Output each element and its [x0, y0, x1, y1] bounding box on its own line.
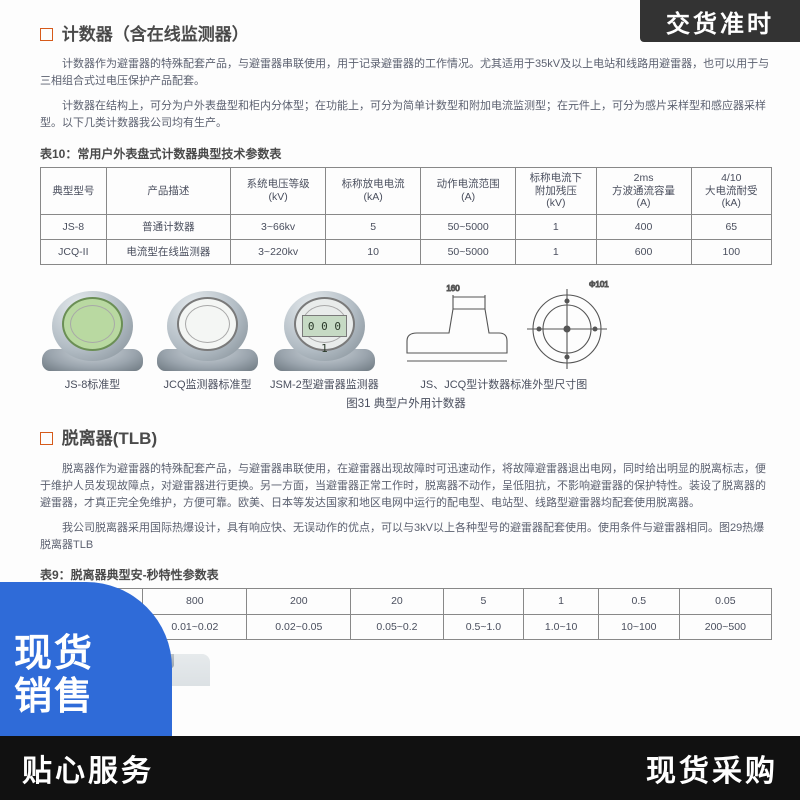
cell: 普通计数器 [106, 214, 230, 239]
bullet-box-icon [40, 28, 53, 41]
figure31-caption: 图31 典型户外用计数器 [40, 396, 772, 414]
cell: 50~5000 [421, 240, 516, 265]
th-endur: 4/10大电流耐受(kA) [691, 168, 771, 215]
cell: 20 [351, 589, 443, 614]
bullet-box-icon [40, 432, 53, 445]
cell: JCQ-II [41, 240, 107, 265]
cell: 600 [596, 240, 691, 265]
cell: 65 [691, 214, 771, 239]
label-jsm2: JSM-2型避雷器监测器 [270, 377, 379, 394]
cell: 10 [326, 240, 421, 265]
cell: 0.5~1.0 [443, 614, 524, 639]
cell: 1 [516, 240, 596, 265]
cell: 1 [516, 214, 596, 239]
cell: 1.0~10 [524, 614, 599, 639]
th-model: 典型型号 [41, 168, 107, 215]
label-jcq: JCQ监测器标准型 [164, 377, 252, 394]
label-diagram: JS、JCQ型计数器标准外型尺寸图 [420, 377, 587, 394]
cell: 800 [143, 589, 247, 614]
footer-bar: 贴心服务 现货采购 [0, 736, 800, 800]
table-row: JCQ-II 电流型在线监测器 3~220kv 10 50~5000 1 600… [41, 240, 772, 265]
cell: 200~500 [679, 614, 771, 639]
cell: 0.02~0.05 [247, 614, 351, 639]
cell: 3~66kv [231, 214, 326, 239]
gauge-jsm2-icon: 0 0 0 1 [272, 285, 377, 375]
section2-para2: 我公司脱离器采用国际热爆设计，具有响应快、无误动作的优点，可以与3kV以上各种型… [40, 520, 772, 554]
section2-title-text: 脱离器(TLB) [62, 429, 157, 448]
th-range: 动作电流范围(A) [421, 168, 516, 215]
cell: 0.05~0.2 [351, 614, 443, 639]
th-disc: 标称放电电流(kA) [326, 168, 421, 215]
cell: 0.05 [679, 589, 771, 614]
cell: 200 [247, 589, 351, 614]
th-resid: 标称电流下附加残压(kV) [516, 168, 596, 215]
section1-para2: 计数器在结构上，可分为户外表盘型和柜内分体型；在功能上，可分为简单计数型和附加电… [40, 98, 772, 132]
table10: 典型型号 产品描述 系统电压等级(kV) 标称放电电流(kA) 动作电流范围(A… [40, 167, 772, 265]
dimension-diagram: 160 Φ101 JS、JCQ型计数器标准外型尺寸 [389, 275, 619, 394]
cell: 1 [524, 589, 599, 614]
cell: 3~220kv [231, 240, 326, 265]
svg-text:160: 160 [446, 284, 460, 293]
cell: 50~5000 [421, 214, 516, 239]
section1-title-text: 计数器（含在线监测器） [62, 25, 249, 44]
product-js8: JS-8标准型 [40, 285, 145, 394]
footer-left: 贴心服务 [22, 746, 154, 790]
footer-right: 现货采购 [646, 746, 778, 790]
table-row: JS-8 普通计数器 3~66kv 5 50~5000 1 400 65 [41, 214, 772, 239]
th-sysv: 系统电压等级(kV) [231, 168, 326, 215]
cell: JS-8 [41, 214, 107, 239]
lcd-readout: 0 0 0 1 [302, 315, 347, 337]
gauge-js8-icon [40, 285, 145, 375]
dimension-diagram-svg: 160 Φ101 [389, 275, 619, 375]
table-header-row: 典型型号 产品描述 系统电压等级(kV) 标称放电电流(kA) 动作电流范围(A… [41, 168, 772, 215]
cell: 0.5 [599, 589, 680, 614]
product-image-row: JS-8标准型 JCQ监测器标准型 0 0 0 1 JSM-2型避雷器监测器 [40, 275, 772, 394]
badge-top-right-text: 交货准时 [666, 4, 774, 39]
gauge-jcq-icon [155, 285, 260, 375]
th-cap: 2ms方波通流容量(A) [596, 168, 691, 215]
table9-caption: 表9：脱离器典型安-秒特性参数表 [40, 566, 772, 585]
cell: 5 [443, 589, 524, 614]
section2-para1: 脱离器作为避雷器的特殊配套产品，与避雷器串联使用，在避雷器出现故障时可迅速动作，… [40, 461, 772, 512]
cell: 电流型在线监测器 [106, 240, 230, 265]
cell: 100 [691, 240, 771, 265]
cell: 400 [596, 214, 691, 239]
section1-para1: 计数器作为避雷器的特殊配套产品，与避雷器串联使用，用于记录避雷器的工作情况。尤其… [40, 56, 772, 90]
badge-bl-line1: 现货 [14, 633, 94, 677]
svg-text:Φ101: Φ101 [589, 280, 609, 289]
th-desc: 产品描述 [106, 168, 230, 215]
label-js8: JS-8标准型 [65, 377, 121, 394]
badge-bl-line2: 销售 [14, 676, 94, 720]
cell: 5 [326, 214, 421, 239]
section2-title: 脱离器(TLB) [40, 426, 772, 452]
badge-top-right: 交货准时 [640, 0, 800, 42]
product-jcq: JCQ监测器标准型 [155, 285, 260, 394]
product-jsm2: 0 0 0 1 JSM-2型避雷器监测器 [270, 285, 379, 394]
cell: 10~100 [599, 614, 680, 639]
table10-caption: 表10：常用户外表盘式计数器典型技术参数表 [40, 145, 772, 164]
